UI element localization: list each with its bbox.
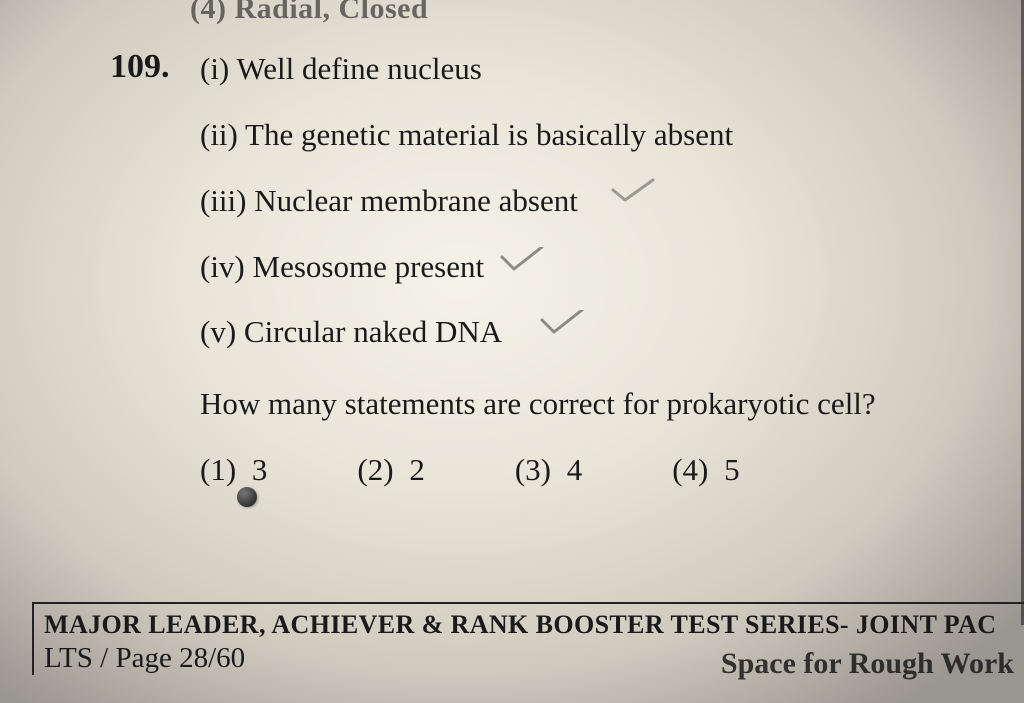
footer-box: MAJOR LEADER, ACHIEVER & RANK BOOSTER TE… xyxy=(32,602,1024,675)
question-prompt: How many statements are correct for prok… xyxy=(200,383,980,425)
footer-title: MAJOR LEADER, ACHIEVER & RANK BOOSTER TE… xyxy=(44,610,1014,640)
option-3-val: 4 xyxy=(567,452,583,487)
statement-iv: (iv) Mesosome present xyxy=(200,246,980,288)
statement-v: (v) Circular naked DNA xyxy=(200,311,980,353)
statement-ii: (ii) The genetic material is basically a… xyxy=(200,114,980,156)
checkmark-icon xyxy=(540,310,584,334)
options-row: (1) 3 (2) 2 (3) 4 (4) 5 xyxy=(200,449,980,491)
statement-iii: (iii) Nuclear membrane absent xyxy=(200,180,980,222)
checkmark-icon xyxy=(611,178,655,202)
option-2[interactable]: (2) 2 xyxy=(357,449,424,491)
question-number: 109. xyxy=(110,48,170,86)
option-4[interactable]: (4) 5 xyxy=(672,449,739,491)
ink-dot xyxy=(237,487,257,507)
checkmark-icon xyxy=(500,247,544,271)
question-body: (i) Well define nucleus (ii) The genetic… xyxy=(200,48,980,491)
option-2-num: (2) xyxy=(357,449,393,491)
option-1-num: (1) xyxy=(200,449,236,491)
page: (4) Radial, Closed 109. (i) Well define … xyxy=(0,0,1024,703)
option-4-num: (4) xyxy=(672,449,708,491)
option-3[interactable]: (3) 4 xyxy=(515,449,582,491)
statement-i: (i) Well define nucleus xyxy=(200,48,980,90)
option-4-val: 5 xyxy=(724,452,740,487)
option-3-num: (3) xyxy=(515,449,551,491)
option-2-val: 2 xyxy=(409,452,425,487)
previous-question-fragment: (4) Radial, Closed xyxy=(190,0,428,26)
option-1[interactable]: (1) 3 xyxy=(200,449,267,491)
option-1-val: 3 xyxy=(252,452,268,487)
footer-right-fragment: Space for Rough Work xyxy=(721,647,1014,681)
